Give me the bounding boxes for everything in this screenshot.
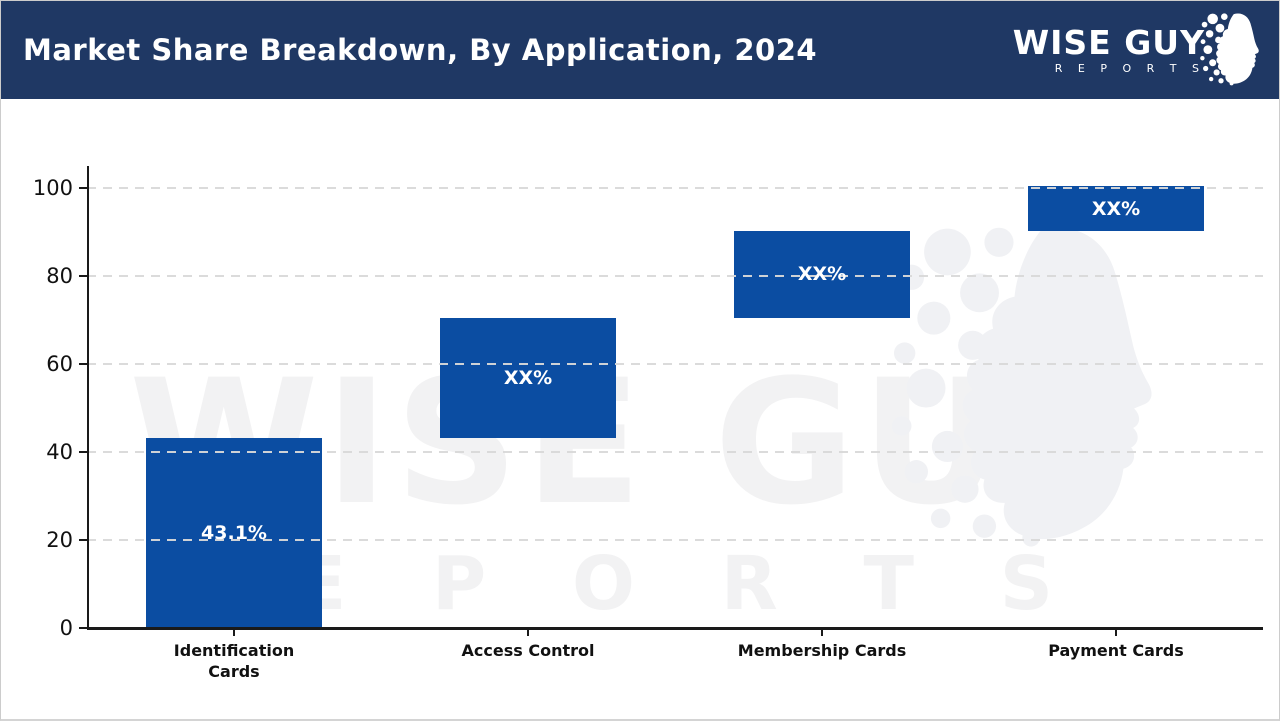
y-tick-label-40: 40	[46, 440, 73, 464]
y-tick-label-0: 0	[59, 616, 73, 640]
x-tick-identification-cards	[233, 628, 235, 636]
gridline-100	[87, 187, 1263, 189]
y-tick-40	[79, 451, 87, 453]
header-bar: Market Share Breakdown, By Application, …	[1, 1, 1279, 99]
bar-access-control	[440, 317, 616, 439]
bar-value-membership-cards: XX%	[797, 263, 847, 286]
y-tick-label-100: 100	[32, 176, 73, 200]
bar-identification-cards	[146, 438, 322, 628]
category-label-membership-cards: Membership Cards	[737, 641, 907, 660]
x-tick-membership-cards	[821, 628, 823, 636]
brand-subtitle: R E P O R T S	[1054, 61, 1205, 75]
bar-membership-cards	[734, 231, 910, 318]
y-tick-label-20: 20	[46, 528, 73, 552]
bar-value-access-control: XX%	[503, 367, 553, 390]
brand-head-icon	[1200, 12, 1259, 85]
brand-name: WISE GUY	[1012, 22, 1205, 62]
x-tick-payment-cards	[1115, 628, 1117, 636]
plot: 0 20 40 60 80 100 43.1% Identification Cards XX%…	[1, 99, 1279, 719]
y-tick-80	[79, 275, 87, 277]
chart-area: WISE GUY R E P O R T S 0 20 40 60 80 100 43.1%…	[1, 99, 1279, 719]
brand-logo: WISE GUY R E P O R T S	[1013, 11, 1265, 90]
y-axis-line	[87, 166, 89, 630]
brand-logo-text: WISE GUY R E P O R T S	[1013, 26, 1205, 75]
bar-value-identification-cards: 43.1%	[201, 522, 267, 545]
y-tick-label-80: 80	[46, 264, 73, 288]
category-label-access-control: Access Control	[461, 641, 595, 660]
gridline-80	[87, 275, 1263, 277]
category-label-identification-cards: Identification Cards	[173, 641, 295, 681]
y-tick-label-60: 60	[46, 352, 73, 376]
gridline-60	[87, 363, 1263, 365]
y-tick-0	[79, 627, 87, 629]
y-tick-60	[79, 363, 87, 365]
x-tick-access-control	[527, 628, 529, 636]
gridline-20	[87, 539, 1263, 541]
bar-value-payment-cards: XX%	[1091, 197, 1141, 220]
bar-payment-cards	[1028, 186, 1204, 232]
x-axis-line	[87, 627, 1263, 630]
category-label-payment-cards: Payment Cards	[1048, 641, 1184, 660]
chart-title: Market Share Breakdown, By Application, …	[23, 33, 818, 67]
y-tick-20	[79, 539, 87, 541]
gridline-40	[87, 451, 1263, 453]
y-tick-100	[79, 187, 87, 189]
